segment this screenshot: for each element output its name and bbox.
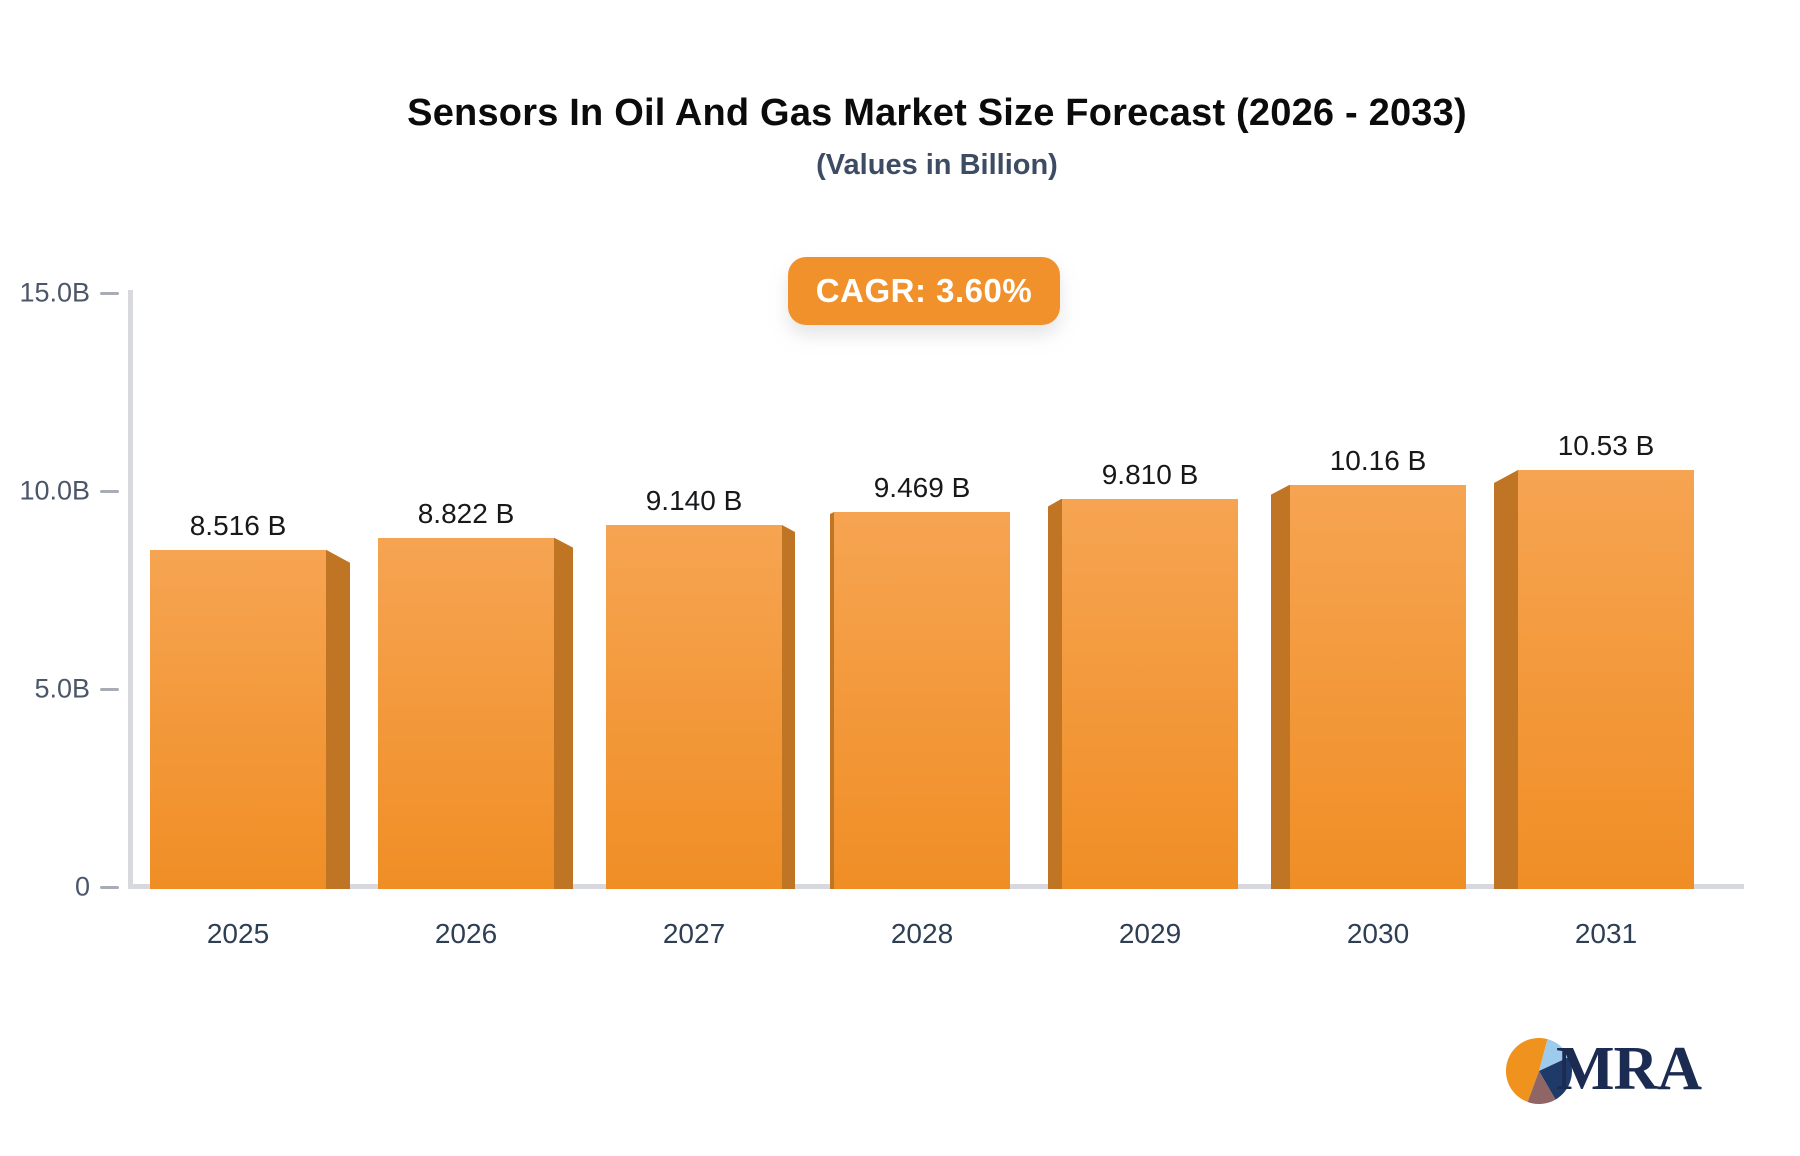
bar-value-label: 9.810 B — [1101, 458, 1199, 490]
pie-slice-orange — [1506, 1038, 1548, 1103]
y-tick-mark — [100, 489, 119, 493]
y-tick-label: 15.0B — [19, 277, 90, 308]
title-block: Sensors In Oil And Gas Market Size Forec… — [130, 92, 1744, 182]
bar-side-face — [830, 512, 834, 889]
y-tick-label: 0 — [74, 871, 90, 902]
bar-2031 — [1518, 470, 1694, 889]
bar-2027 — [606, 525, 782, 889]
logo: MRA — [1506, 1035, 1706, 1108]
bar-side-face — [1048, 498, 1062, 889]
x-axis-label: 2026 — [434, 918, 498, 949]
bar-side-face — [326, 549, 350, 889]
bar-2026 — [378, 537, 554, 889]
pie-slice-light-blue — [1539, 1039, 1569, 1071]
bar-value-label: 9.140 B — [645, 485, 743, 517]
bar-value-label: 8.822 B — [417, 497, 515, 529]
chart-title: Sensors In Oil And Gas Market Size Forec… — [407, 92, 1467, 134]
bar-side-face — [1494, 470, 1518, 889]
bar-side-face — [782, 525, 795, 889]
pie-chart-logo-icon — [1506, 1038, 1572, 1104]
pie-slice-navy — [1539, 1057, 1572, 1100]
bar-value-label: 8.516 B — [189, 509, 287, 541]
y-tick-label: 10.0B — [19, 475, 90, 506]
logo-text: MRA — [1556, 1035, 1702, 1103]
y-axis-line — [128, 290, 133, 887]
y-tick-mark — [100, 291, 119, 295]
pie-slice-brown — [1527, 1071, 1556, 1104]
y-tick-mark — [100, 885, 119, 889]
bar-value-label: 10.16 B — [1329, 444, 1427, 476]
bar-side-face — [554, 537, 573, 889]
x-axis-label: 2030 — [1346, 918, 1410, 949]
cagr-badge-label: CAGR: 3.60% — [815, 272, 1033, 309]
x-axis-label: 2029 — [1118, 918, 1182, 949]
x-axis-label: 2028 — [890, 918, 954, 949]
x-axis-label: 2031 — [1574, 918, 1638, 949]
cagr-badge: CAGR: 3.60% — [788, 257, 1060, 325]
y-tick-label: 5.0B — [34, 673, 90, 704]
bar-side-face — [1271, 484, 1290, 889]
chart-subtitle: (Values in Billion) — [816, 149, 1058, 181]
bar-2029 — [1062, 498, 1238, 889]
bar-2028 — [834, 512, 1010, 889]
bar-2025 — [150, 549, 326, 889]
y-tick-mark — [100, 687, 119, 691]
bar-value-label: 9.469 B — [873, 472, 971, 504]
x-axis-label: 2025 — [206, 918, 270, 949]
bar-2030 — [1290, 484, 1466, 889]
bar-value-label: 10.53 B — [1557, 430, 1655, 461]
x-axis-label: 2027 — [662, 918, 726, 949]
